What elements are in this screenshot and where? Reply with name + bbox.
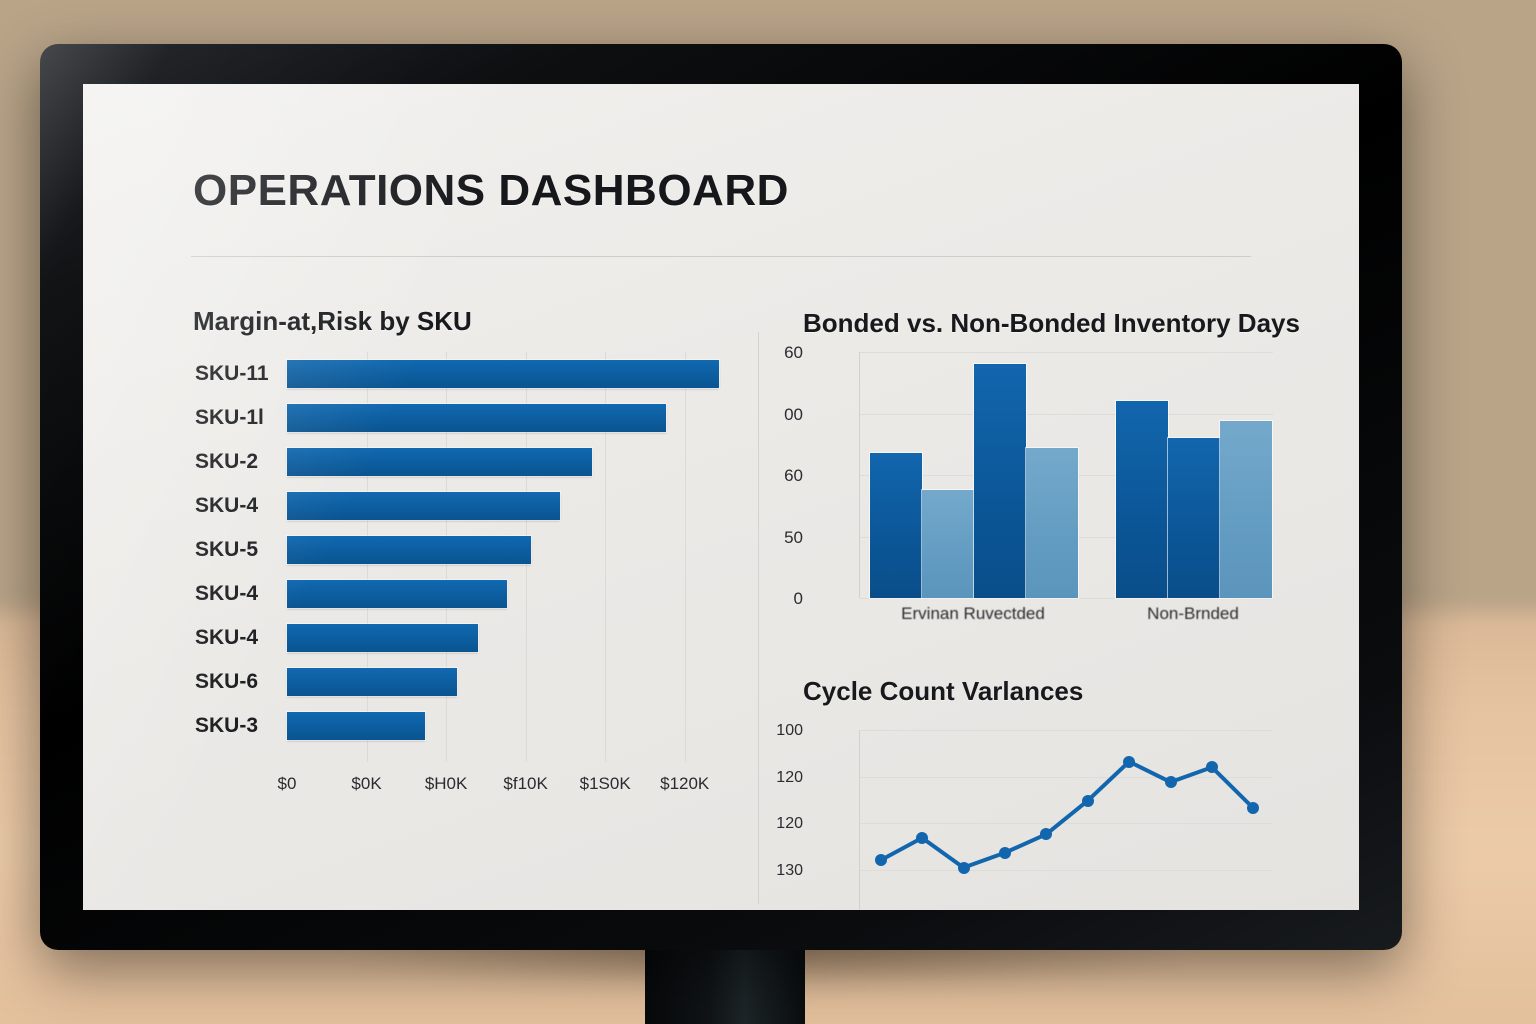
bar-track — [287, 616, 751, 660]
gridline — [860, 730, 1273, 731]
bar-category-label: SKU-4 — [195, 494, 259, 517]
data-point[interactable] — [874, 854, 887, 867]
data-point[interactable] — [1247, 802, 1260, 815]
bonded-inventory-chart: 60 00 60 50 0 Ervinan Ruvectded Non-Brnded — [784, 343, 1273, 623]
title-divider — [191, 256, 1251, 257]
data-point[interactable] — [1164, 776, 1177, 789]
bonded-plot-area: 60 00 60 50 0 — [784, 343, 1273, 608]
bar-row[interactable]: SKU-4 — [191, 572, 751, 616]
bar-category-label: SKU-6 — [195, 670, 259, 693]
bar-row[interactable]: SKU-1l — [191, 396, 751, 440]
gridline — [860, 598, 1273, 599]
cycle-count-chart: 1001201201300 JunFebNevAprWayJonAulAugSp… — [776, 722, 1273, 910]
bar[interactable] — [1220, 420, 1272, 598]
y-axis-tick-label: 00 — [784, 404, 803, 424]
bar[interactable] — [1116, 401, 1168, 598]
bar-category-label: SKU-3 — [195, 714, 259, 737]
bar[interactable] — [287, 360, 720, 388]
bar[interactable] — [287, 624, 478, 652]
bar-track — [287, 440, 751, 484]
gridline — [860, 413, 1273, 415]
gridline — [860, 776, 1273, 778]
bonded-inventory-title: Bonded vs. Non-Bonded Inventory Days — [803, 308, 1300, 338]
y-axis-tick-label: 50 — [784, 527, 803, 547]
data-point[interactable] — [916, 831, 929, 844]
cycle-plot-area: 1001201201300 — [776, 722, 1273, 910]
x-axis-group-label: Non-Brnded — [1147, 604, 1239, 623]
data-point[interactable] — [998, 846, 1011, 859]
bar[interactable] — [287, 404, 667, 432]
data-point[interactable] — [1081, 794, 1094, 807]
y-axis-tick-label: 60 — [784, 466, 803, 485]
bar[interactable] — [1026, 447, 1078, 598]
bar-category-label: SKU-4 — [195, 582, 259, 605]
data-point[interactable] — [1123, 755, 1136, 768]
bar-row[interactable]: SKU-11 — [191, 352, 751, 396]
bar[interactable] — [1168, 438, 1220, 598]
bar[interactable] — [287, 712, 425, 740]
bar-row[interactable]: SKU-2 — [191, 440, 751, 484]
x-axis-tick-label: $120K — [660, 774, 710, 793]
bar-track — [287, 704, 751, 748]
bar[interactable] — [870, 452, 922, 598]
bar-track — [287, 660, 751, 704]
bar-track — [287, 352, 751, 396]
bar-row[interactable]: SKU-4 — [191, 616, 751, 660]
bar[interactable] — [922, 489, 974, 598]
gridline — [860, 869, 1273, 871]
bar[interactable] — [287, 668, 457, 696]
bar-category-label: SKU-4 — [195, 626, 259, 649]
page-title: OPERATIONS DASHBOARD — [193, 166, 789, 215]
bar[interactable] — [287, 492, 561, 520]
computer-monitor: OPERATIONS DASHBOARD Margin-at,Risk by S… — [40, 44, 1402, 950]
bar-row[interactable]: SKU-5 — [191, 528, 751, 572]
gridline — [684, 352, 686, 762]
bar[interactable] — [974, 364, 1026, 598]
bar-track — [287, 572, 751, 616]
monitor-screen: OPERATIONS DASHBOARD Margin-at,Risk by S… — [83, 84, 1359, 910]
gridline — [605, 352, 607, 762]
y-axis-tick-label: 130 — [776, 861, 803, 879]
operations-dashboard: OPERATIONS DASHBOARD Margin-at,Risk by S… — [83, 84, 1359, 910]
y-axis-tick-label: 60 — [784, 343, 803, 362]
bar-category-label: SKU-1l — [195, 406, 264, 429]
margin-at-risk-x-axis: $0 $0K $H0K $f10K $1S0K $120K — [191, 774, 751, 804]
bar-category-label: SKU-11 — [195, 362, 269, 385]
x-axis-tick-label: $H0K — [424, 774, 468, 793]
bar[interactable] — [287, 536, 531, 564]
bar-track — [287, 396, 751, 440]
bar[interactable] — [287, 580, 508, 608]
bar-row[interactable]: SKU-6 — [191, 660, 751, 704]
x-axis-tick-label: $1S0K — [579, 774, 631, 793]
data-point[interactable] — [957, 861, 970, 874]
bar-category-label: SKU-5 — [195, 538, 259, 561]
bar-category-label: SKU-2 — [195, 450, 259, 473]
y-axis-tick-label: 100 — [776, 722, 803, 739]
data-point[interactable] — [1040, 828, 1053, 841]
bar-row[interactable]: SKU-4 — [191, 484, 751, 528]
y-axis-tick-label: 120 — [776, 815, 803, 832]
margin-at-risk-chart: SKU-11 SKU-1l SKU-2 SKU-4 SKU-5 SKU-4 SKU-4 SKU… — [191, 352, 751, 772]
x-axis-tick-label: $0K — [351, 774, 382, 793]
data-point[interactable] — [1205, 761, 1218, 774]
y-axis-tick-label: 0 — [751, 908, 803, 910]
bar-track — [287, 484, 751, 528]
cycle-count-title: Cycle Count Varlances — [803, 676, 1084, 706]
bar-track — [287, 528, 751, 572]
x-axis-tick-label: $f10K — [503, 774, 548, 793]
line-series — [878, 759, 1256, 870]
y-axis-tick-label: 120 — [776, 768, 803, 786]
gridline — [860, 823, 1273, 824]
gridline — [860, 352, 1273, 353]
y-axis-tick-label: 0 — [793, 589, 803, 608]
bar[interactable] — [287, 448, 592, 476]
column-divider — [758, 332, 759, 904]
bar-row[interactable]: SKU-3 — [191, 704, 751, 748]
x-axis-group-label: Ervinan Ruvectded — [901, 604, 1045, 623]
x-axis-tick-label: $0 — [277, 774, 297, 793]
margin-at-risk-title: Margin-at,Risk by SKU — [193, 306, 472, 336]
